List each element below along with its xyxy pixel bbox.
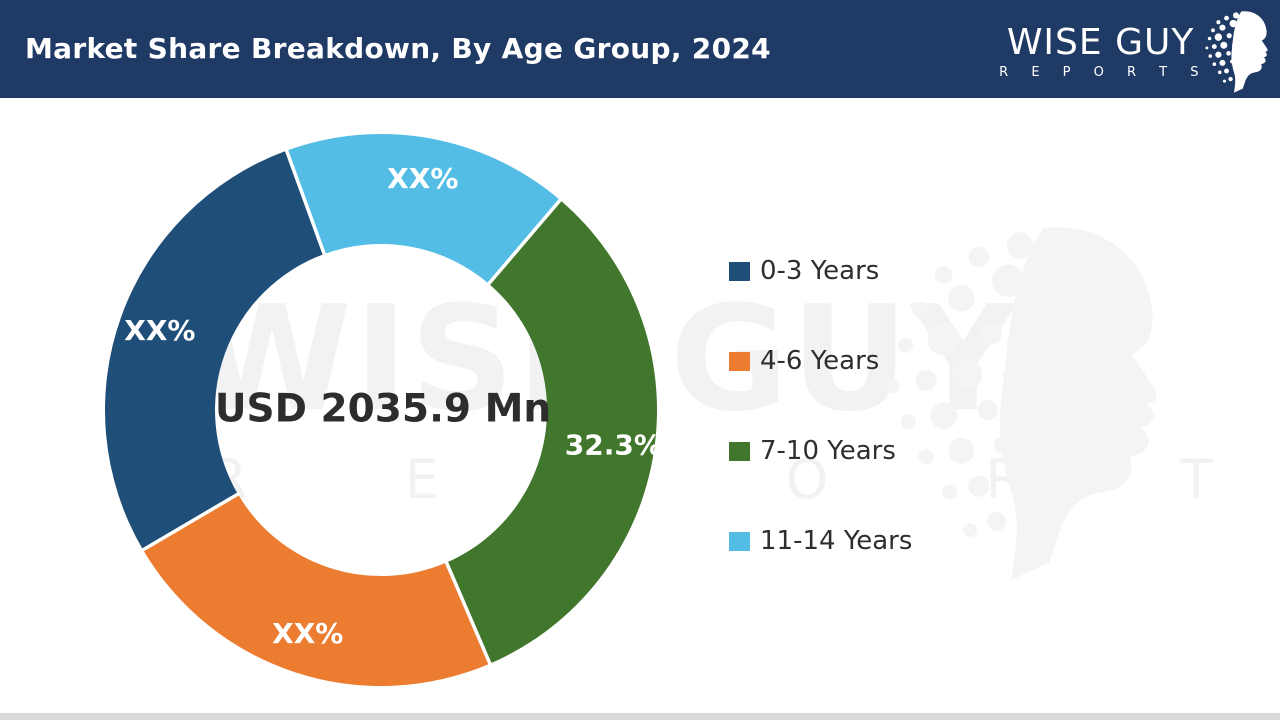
footer-strip <box>0 713 1280 720</box>
donut-segment-11-14-years <box>286 133 561 284</box>
brand-name: WISE GUY <box>1006 22 1195 63</box>
legend-item-0-3-years: 0-3 Years <box>729 256 912 286</box>
legend-swatch <box>729 351 750 371</box>
legend-item-11-14-years: 11-14 Years <box>729 526 912 556</box>
brand-subname: R E P O R T S <box>999 65 1208 80</box>
legend-label: 7-10 Years <box>760 436 896 466</box>
brand-logo: WISE GUY R E P O R T S <box>999 4 1270 94</box>
legend-item-4-6-years: 4-6 Years <box>729 346 912 376</box>
donut-segment-7-10-years <box>446 200 657 664</box>
legend-swatch <box>729 531 750 551</box>
legend-label: 4-6 Years <box>760 346 880 376</box>
header-bar: Market Share Breakdown, By Age Group, 20… <box>0 0 1280 98</box>
donut-center-label: USD 2035.9 Mn <box>215 387 551 432</box>
legend-label: 0-3 Years <box>760 256 880 286</box>
legend-item-7-10-years: 7-10 Years <box>729 436 912 466</box>
legend-swatch <box>729 441 750 461</box>
donut-segment-4-6-years <box>143 494 490 687</box>
legend-label: 11-14 Years <box>760 526 913 556</box>
segment-value-label: XX% <box>387 162 458 195</box>
segment-value-label: XX% <box>124 314 195 347</box>
donut-segment-0-3-years <box>104 150 325 550</box>
segment-value-label: XX% <box>272 617 343 650</box>
page-title: Market Share Breakdown, By Age Group, 20… <box>25 32 771 65</box>
legend-swatch <box>729 261 750 281</box>
brand-logo-text: WISE GUY R E P O R T S <box>993 24 1208 82</box>
chart-legend: 0-3 Years 4-6 Years 7-10 Years 11-14 Years <box>729 256 912 556</box>
segment-divider <box>140 491 241 553</box>
segment-divider <box>444 560 493 667</box>
segment-divider <box>486 197 563 287</box>
segment-value-label: 32.3% <box>565 429 662 462</box>
segment-divider <box>284 148 327 257</box>
